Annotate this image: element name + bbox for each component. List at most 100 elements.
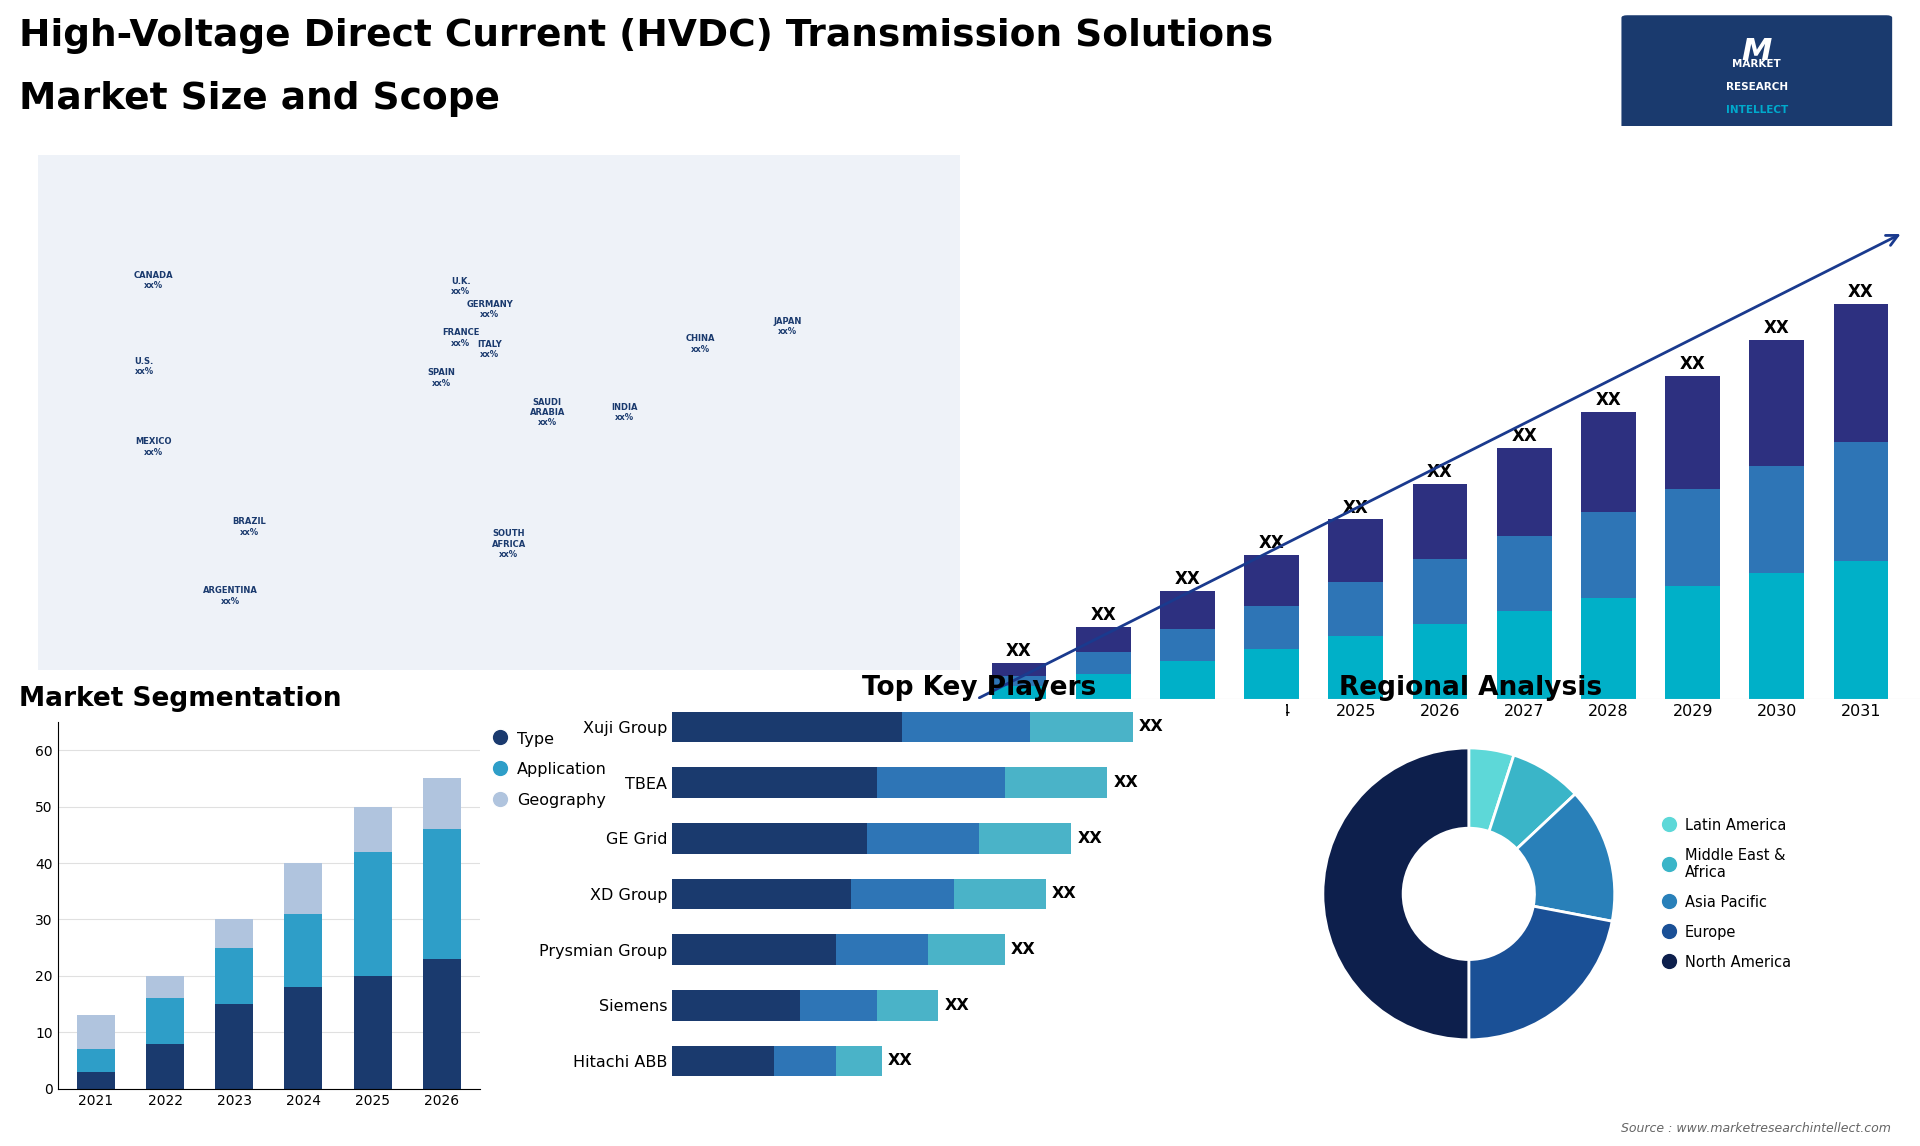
Bar (284, 913, 323, 987)
Bar (1498, 448, 1551, 535)
Text: FRANCE
xx%: FRANCE xx% (442, 329, 480, 347)
Text: Regional Analysis: Regional Analysis (1338, 675, 1603, 700)
Text: CANADA
xx%: CANADA xx% (134, 272, 173, 290)
Bar (146, 976, 184, 998)
Text: XX: XX (1012, 942, 1035, 957)
Text: CHINA
xx%: CHINA xx% (685, 335, 716, 353)
Bar (835, 934, 927, 965)
Bar (146, 998, 184, 1044)
Bar (672, 768, 877, 798)
Text: XX: XX (1511, 426, 1538, 445)
Bar (1749, 573, 1805, 699)
Bar (1160, 661, 1215, 699)
Bar (927, 934, 1004, 965)
Bar (672, 823, 866, 854)
Text: INDIA
xx%: INDIA xx% (611, 403, 637, 422)
Bar (979, 823, 1071, 854)
Text: ARGENTINA
xx%: ARGENTINA xx% (204, 587, 257, 605)
Bar (422, 830, 461, 959)
Legend: Latin America, Middle East &
Africa, Asia Pacific, Europe, North America: Latin America, Middle East & Africa, Asi… (1667, 818, 1791, 970)
Text: XX: XX (1764, 319, 1789, 337)
Bar (954, 879, 1046, 909)
Bar (1834, 304, 1889, 442)
Text: XX: XX (1139, 720, 1164, 735)
Bar (1075, 674, 1131, 699)
FancyBboxPatch shape (1620, 15, 1891, 134)
Bar (1413, 559, 1467, 623)
Text: XX: XX (889, 1053, 912, 1068)
Bar (991, 664, 1046, 676)
Bar (1244, 556, 1300, 605)
Wedge shape (1469, 748, 1513, 832)
Text: JAPAN
xx%: JAPAN xx% (774, 317, 801, 336)
Bar (902, 712, 1031, 743)
Text: XX: XX (1077, 831, 1102, 846)
Bar (1665, 376, 1720, 489)
Text: RESEARCH: RESEARCH (1726, 83, 1788, 92)
Text: BRAZIL
xx%: BRAZIL xx% (232, 518, 267, 536)
Text: XX: XX (1006, 642, 1031, 660)
Text: XX: XX (945, 998, 970, 1013)
Bar (146, 1044, 184, 1089)
Bar (991, 686, 1046, 699)
Text: Market Segmentation: Market Segmentation (19, 686, 342, 712)
Text: Top Key Players: Top Key Players (862, 675, 1096, 700)
Wedge shape (1517, 794, 1615, 921)
Text: M: M (1741, 37, 1772, 65)
Bar (1413, 623, 1467, 699)
Bar (215, 948, 253, 1004)
Bar (991, 676, 1046, 686)
Bar (215, 919, 253, 948)
Text: U.K.
xx%: U.K. xx% (451, 277, 470, 296)
Text: XX: XX (1114, 775, 1139, 790)
Text: INTELLECT: INTELLECT (1726, 104, 1788, 115)
Bar (353, 851, 392, 976)
Bar (672, 934, 835, 965)
Bar (801, 990, 877, 1020)
Bar (1834, 560, 1889, 699)
Text: GERMANY
xx%: GERMANY xx% (467, 300, 513, 319)
Bar (1498, 611, 1551, 699)
Bar (1075, 652, 1131, 674)
Bar (877, 768, 1004, 798)
Bar (353, 807, 392, 851)
Bar (672, 1045, 774, 1076)
Bar (1749, 465, 1805, 573)
Legend: Type, Application, Geography: Type, Application, Geography (497, 730, 607, 808)
Bar (215, 1004, 253, 1089)
Bar (1329, 582, 1382, 636)
Bar (284, 863, 323, 913)
Bar (1580, 512, 1636, 598)
Bar (1413, 484, 1467, 559)
Bar (1580, 598, 1636, 699)
Text: MEXICO
xx%: MEXICO xx% (134, 438, 173, 456)
Text: XX: XX (1680, 355, 1705, 372)
Text: SAUDI
ARABIA
xx%: SAUDI ARABIA xx% (530, 398, 564, 427)
Bar (422, 778, 461, 830)
Text: XX: XX (1052, 886, 1077, 902)
Text: Source : www.marketresearchintellect.com: Source : www.marketresearchintellect.com (1620, 1122, 1891, 1135)
Text: XX: XX (1175, 571, 1200, 588)
Bar (1075, 627, 1131, 652)
Bar (774, 1045, 835, 1076)
Text: High-Voltage Direct Current (HVDC) Transmission Solutions: High-Voltage Direct Current (HVDC) Trans… (19, 17, 1273, 54)
Text: XX: XX (1427, 463, 1453, 480)
Text: Market Size and Scope: Market Size and Scope (19, 81, 501, 117)
Bar (866, 823, 979, 854)
Text: MARKET: MARKET (1732, 60, 1782, 70)
Wedge shape (1323, 748, 1469, 1039)
Bar (1498, 535, 1551, 611)
Bar (1665, 489, 1720, 586)
Bar (1004, 768, 1108, 798)
Bar (851, 879, 954, 909)
Text: SOUTH
AFRICA
xx%: SOUTH AFRICA xx% (492, 529, 526, 559)
Bar (1160, 591, 1215, 629)
Bar (1834, 442, 1889, 560)
Bar (877, 990, 939, 1020)
Text: ITALY
xx%: ITALY xx% (478, 340, 501, 359)
Text: XX: XX (1260, 534, 1284, 552)
Bar (1749, 340, 1805, 465)
Bar (77, 1072, 115, 1089)
Wedge shape (1490, 755, 1574, 849)
Bar (77, 1015, 115, 1050)
